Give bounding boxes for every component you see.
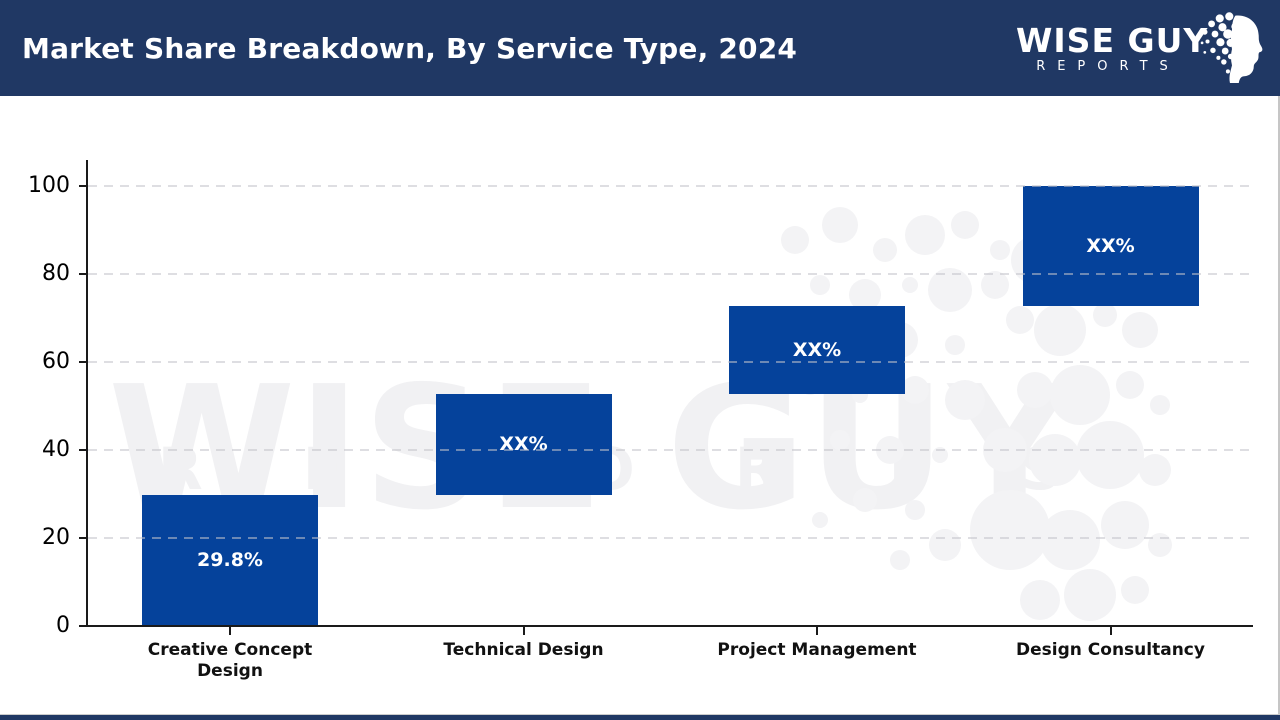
bar-value-label: 29.8% (197, 549, 263, 572)
header-bar: Market Share Breakdown, By Service Type,… (0, 0, 1280, 96)
footer-bar (0, 715, 1280, 720)
y-tick-label: 60 (42, 349, 70, 374)
bar-4: XX% (1022, 186, 1199, 306)
gridline-40 (88, 449, 1253, 451)
x-tick-mark (229, 627, 231, 635)
category-label: Design Consultancy (1016, 640, 1205, 660)
y-tick-label: 0 (56, 613, 70, 638)
bar-value-label: XX% (499, 433, 548, 456)
category-label: Project Management (717, 640, 917, 660)
wise-guy-reports-logo: WISE GUY REPORTS (1016, 6, 1266, 92)
bottom-divider-line (0, 714, 1280, 715)
gridline-100 (88, 185, 1253, 187)
bar-value-label: XX% (792, 338, 842, 361)
y-tick-mark (79, 537, 87, 539)
gridline-20 (88, 537, 1253, 539)
gridline-60 (88, 361, 1253, 363)
bar-1: 29.8% (142, 494, 318, 626)
bar-3: XX% (729, 305, 905, 394)
right-edge-line (1278, 96, 1280, 716)
watermark-dotted-head (781, 207, 1172, 621)
category-label: Creative Concept Design (147, 640, 313, 681)
bar-value-label: XX% (1086, 234, 1135, 257)
logo-wordmark: WISE GUY (1016, 21, 1209, 60)
x-tick-mark (816, 627, 818, 635)
x-axis (86, 625, 1253, 627)
logo-text: WISE GUY REPORTS (1016, 21, 1209, 74)
chart-area: WISE GUY R E P O R T S (0, 96, 1280, 716)
y-tick-mark (79, 449, 87, 451)
y-tick-mark (79, 185, 87, 187)
y-tick-label: 100 (28, 173, 70, 198)
y-tick-label: 40 (42, 437, 70, 462)
y-tick-mark (79, 361, 87, 363)
y-axis (86, 160, 88, 627)
x-tick-mark (522, 627, 525, 635)
y-tick-label: 20 (42, 525, 70, 550)
x-tick-mark (1109, 627, 1112, 635)
y-tick-label: 80 (42, 261, 70, 286)
logo-subtitle: REPORTS (1036, 59, 1180, 74)
y-tick-mark (79, 273, 87, 275)
gridline-80 (88, 273, 1253, 275)
page-title: Market Share Breakdown, By Service Type,… (22, 31, 798, 65)
dotted-head-icon (1200, 12, 1263, 83)
y-tick-mark (79, 625, 87, 627)
bar-2: XX% (435, 393, 612, 495)
category-label: Technical Design (443, 640, 604, 660)
